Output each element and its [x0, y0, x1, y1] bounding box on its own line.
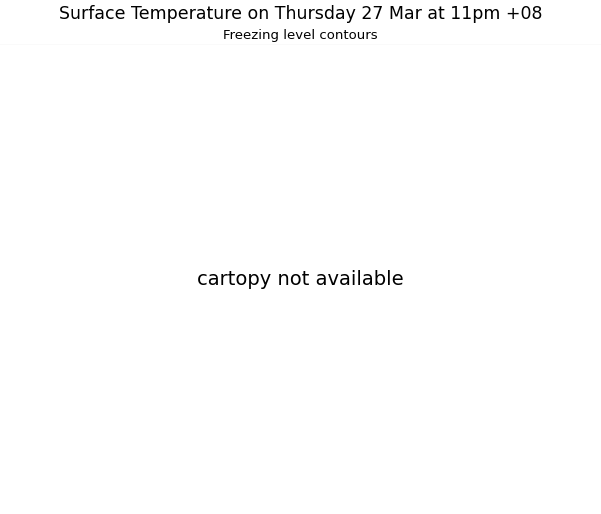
Text: Surface Temperature on Thursday 27 Mar at 11pm +08: Surface Temperature on Thursday 27 Mar a… — [59, 5, 542, 23]
Text: cartopy not available: cartopy not available — [197, 270, 404, 289]
Text: Freezing level contours: Freezing level contours — [223, 29, 378, 42]
